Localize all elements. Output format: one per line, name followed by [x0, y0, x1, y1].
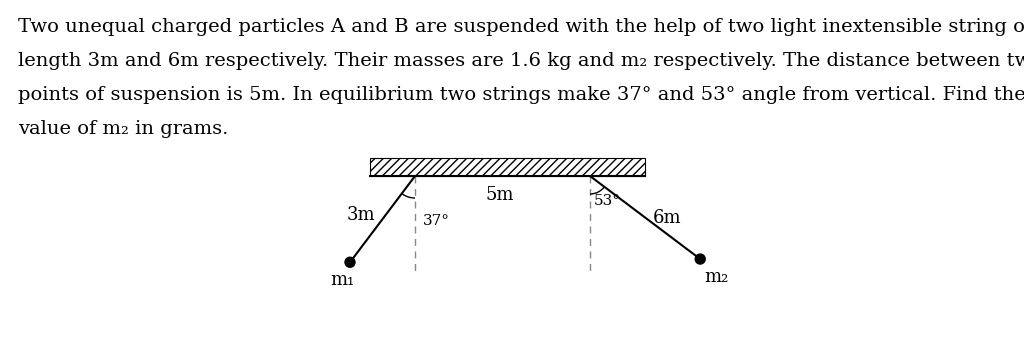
Text: points of suspension is 5m. In equilibrium two strings make 37° and 53° angle fr: points of suspension is 5m. In equilibri… — [18, 86, 1024, 104]
Text: Two unequal charged particles A and B are suspended with the help of two light i: Two unequal charged particles A and B ar… — [18, 18, 1024, 36]
Circle shape — [695, 254, 706, 264]
Text: 6m: 6m — [652, 209, 681, 227]
Text: 53°: 53° — [594, 194, 621, 208]
Text: m₂: m₂ — [705, 268, 729, 286]
Text: 5m: 5m — [485, 186, 514, 204]
Text: length 3m and 6m respectively. Their masses are 1.6 kg and m₂ respectively. The : length 3m and 6m respectively. Their mas… — [18, 52, 1024, 70]
Text: m₁: m₁ — [330, 271, 354, 289]
Text: 3m: 3m — [346, 206, 375, 224]
Text: value of m₂ in grams.: value of m₂ in grams. — [18, 120, 228, 138]
Text: 37°: 37° — [423, 214, 450, 228]
Circle shape — [345, 257, 355, 267]
Bar — [370, 158, 645, 176]
